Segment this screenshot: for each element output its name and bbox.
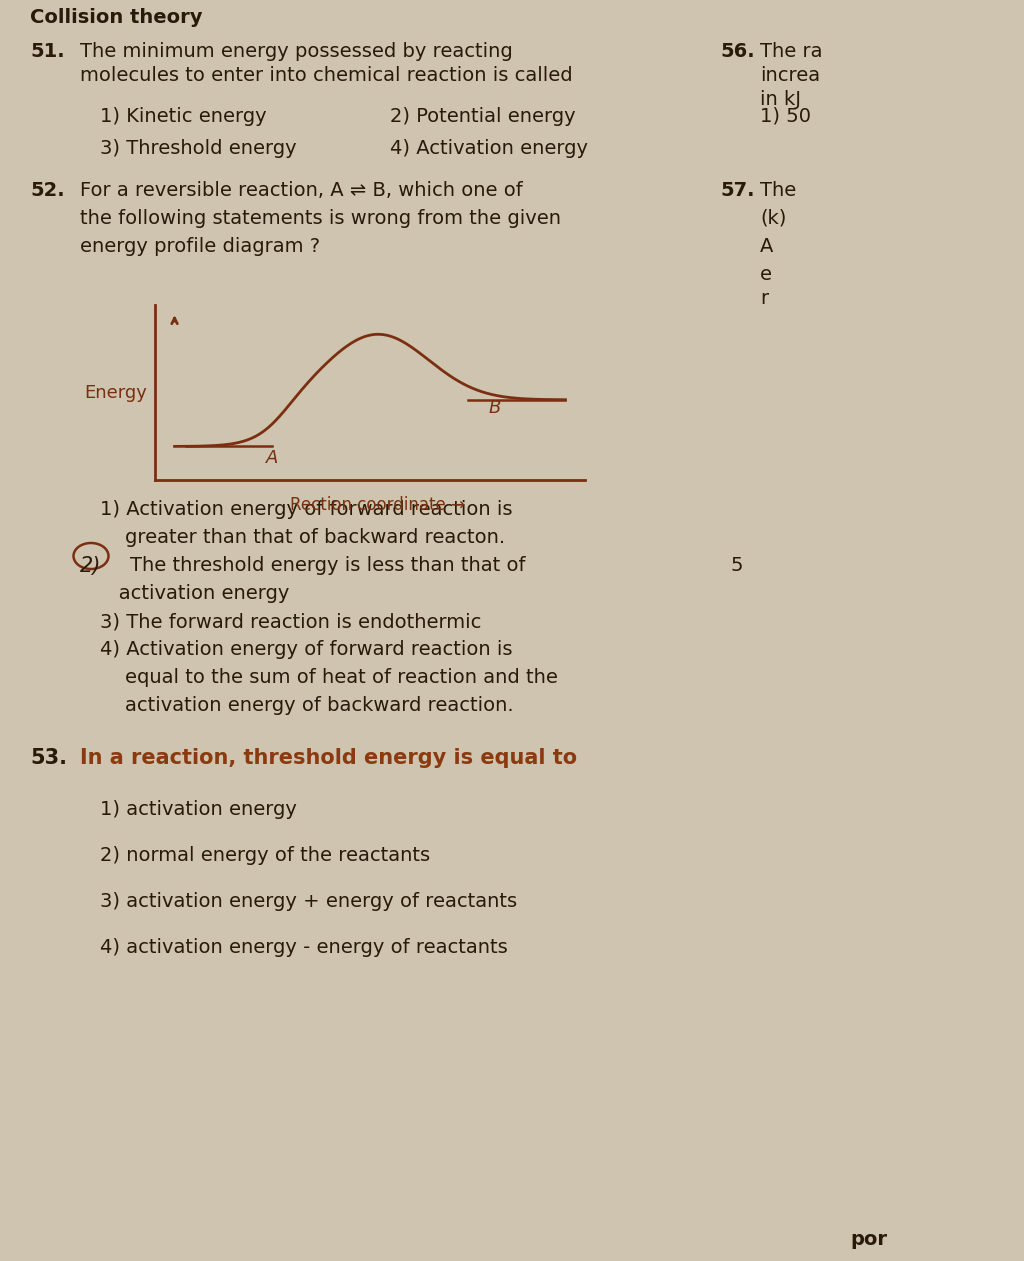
Text: 2): 2) bbox=[80, 556, 101, 576]
Text: 53.: 53. bbox=[30, 748, 67, 768]
Text: molecules to enter into chemical reaction is called: molecules to enter into chemical reactio… bbox=[80, 66, 572, 84]
Text: 1) 50: 1) 50 bbox=[760, 107, 811, 126]
Text: equal to the sum of heat of reaction and the: equal to the sum of heat of reaction and… bbox=[100, 668, 558, 687]
Text: Collision theory: Collision theory bbox=[30, 8, 203, 26]
Text: 2) Potential energy: 2) Potential energy bbox=[390, 107, 575, 126]
Text: the following statements is wrong from the given: the following statements is wrong from t… bbox=[80, 209, 561, 228]
Text: 1) activation energy: 1) activation energy bbox=[100, 799, 297, 818]
Text: 4) Activation energy: 4) Activation energy bbox=[390, 139, 588, 158]
Text: A: A bbox=[266, 449, 279, 467]
Text: The threshold energy is less than that of: The threshold energy is less than that o… bbox=[130, 556, 525, 575]
Text: B: B bbox=[488, 400, 502, 417]
Text: A: A bbox=[760, 237, 773, 256]
Text: activation energy: activation energy bbox=[100, 584, 290, 603]
Text: por: por bbox=[850, 1229, 887, 1248]
Text: 3) Threshold energy: 3) Threshold energy bbox=[100, 139, 297, 158]
Text: The minimum energy possessed by reacting: The minimum energy possessed by reacting bbox=[80, 42, 513, 61]
Text: 1) Activation energy of forward reaction is: 1) Activation energy of forward reaction… bbox=[100, 501, 512, 520]
Text: 1) Kinetic energy: 1) Kinetic energy bbox=[100, 107, 266, 126]
Text: (k): (k) bbox=[760, 209, 786, 228]
Text: 4) Activation energy of forward reaction is: 4) Activation energy of forward reaction… bbox=[100, 641, 512, 660]
Text: 52.: 52. bbox=[30, 182, 65, 200]
Text: The ra: The ra bbox=[760, 42, 822, 61]
Text: 4) activation energy - energy of reactants: 4) activation energy - energy of reactan… bbox=[100, 938, 508, 957]
Text: r: r bbox=[760, 289, 768, 308]
Text: Energy: Energy bbox=[84, 383, 147, 401]
Text: Rection coordinate →: Rection coordinate → bbox=[291, 496, 465, 514]
Text: greater than that of backward reacton.: greater than that of backward reacton. bbox=[100, 528, 505, 547]
Text: 3) The forward reaction is endothermic: 3) The forward reaction is endothermic bbox=[100, 612, 481, 630]
Text: e: e bbox=[760, 265, 772, 284]
Text: 5: 5 bbox=[730, 556, 742, 575]
Text: In a reaction, threshold energy is equal to: In a reaction, threshold energy is equal… bbox=[80, 748, 578, 768]
Text: The: The bbox=[760, 182, 797, 200]
Text: 56.: 56. bbox=[720, 42, 755, 61]
Text: 57.: 57. bbox=[720, 182, 755, 200]
Text: 51.: 51. bbox=[30, 42, 65, 61]
Text: in kJ: in kJ bbox=[760, 90, 801, 108]
Text: For a reversible reaction, A ⇌ B, which one of: For a reversible reaction, A ⇌ B, which … bbox=[80, 182, 522, 200]
Text: 3) activation energy + energy of reactants: 3) activation energy + energy of reactan… bbox=[100, 892, 517, 910]
Text: activation energy of backward reaction.: activation energy of backward reaction. bbox=[100, 696, 514, 715]
Text: 2) normal energy of the reactants: 2) normal energy of the reactants bbox=[100, 846, 430, 865]
Text: increa: increa bbox=[760, 66, 820, 84]
Text: energy profile diagram ?: energy profile diagram ? bbox=[80, 237, 321, 256]
